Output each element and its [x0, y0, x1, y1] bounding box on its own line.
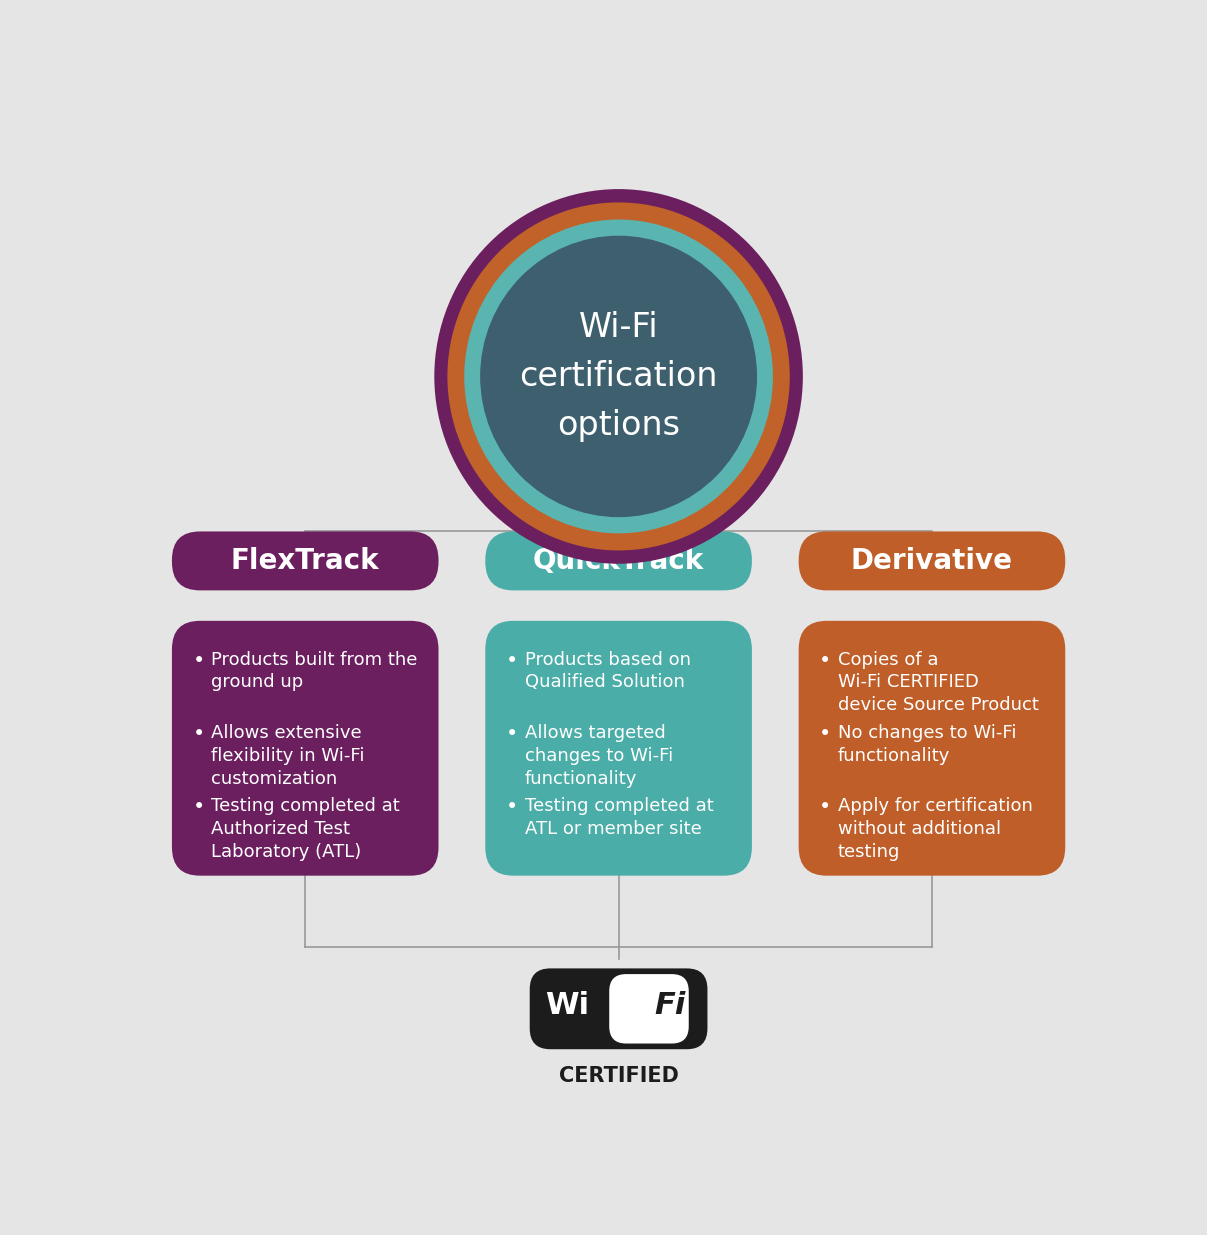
FancyBboxPatch shape — [530, 968, 707, 1050]
Text: Apply for certification
without additional
testing: Apply for certification without addition… — [838, 797, 1033, 861]
Text: Wi: Wi — [546, 990, 589, 1020]
FancyBboxPatch shape — [171, 531, 438, 590]
Text: •: • — [192, 797, 205, 818]
Text: ®: ® — [690, 971, 702, 984]
Circle shape — [435, 189, 803, 563]
Text: •: • — [506, 797, 518, 818]
Circle shape — [448, 203, 789, 551]
Text: •: • — [192, 651, 205, 671]
Text: Allows extensive
flexibility in Wi-Fi
customization: Allows extensive flexibility in Wi-Fi cu… — [211, 724, 365, 788]
Text: •: • — [506, 724, 518, 743]
Text: Testing completed at
ATL or member site: Testing completed at ATL or member site — [525, 797, 713, 837]
Text: No changes to Wi-Fi
functionality: No changes to Wi-Fi functionality — [838, 724, 1016, 764]
Text: FlexTrack: FlexTrack — [231, 547, 379, 576]
FancyBboxPatch shape — [799, 621, 1066, 876]
Text: QuickTrack: QuickTrack — [533, 547, 704, 576]
FancyBboxPatch shape — [799, 531, 1066, 590]
Text: Wi-Fi
certification
options: Wi-Fi certification options — [519, 311, 718, 442]
Text: Derivative: Derivative — [851, 547, 1013, 576]
Text: •: • — [820, 651, 832, 671]
Text: Products based on
Qualified Solution: Products based on Qualified Solution — [525, 651, 690, 692]
FancyBboxPatch shape — [610, 974, 689, 1044]
Circle shape — [465, 220, 772, 534]
Text: •: • — [192, 724, 205, 743]
Circle shape — [480, 236, 757, 517]
Text: Products built from the
ground up: Products built from the ground up — [211, 651, 418, 692]
FancyBboxPatch shape — [485, 621, 752, 876]
Text: •: • — [506, 651, 518, 671]
Text: Testing completed at
Authorized Test
Laboratory (ATL): Testing completed at Authorized Test Lab… — [211, 797, 400, 861]
FancyBboxPatch shape — [171, 621, 438, 876]
FancyBboxPatch shape — [485, 531, 752, 590]
Text: Fi: Fi — [654, 990, 686, 1020]
Text: •: • — [820, 724, 832, 743]
Text: CERTIFIED: CERTIFIED — [559, 1066, 678, 1086]
Text: Allows targeted
changes to Wi-Fi
functionality: Allows targeted changes to Wi-Fi functio… — [525, 724, 672, 788]
Text: •: • — [820, 797, 832, 818]
Text: Copies of a
Wi-Fi CERTIFIED
device Source Product: Copies of a Wi-Fi CERTIFIED device Sourc… — [838, 651, 1039, 714]
